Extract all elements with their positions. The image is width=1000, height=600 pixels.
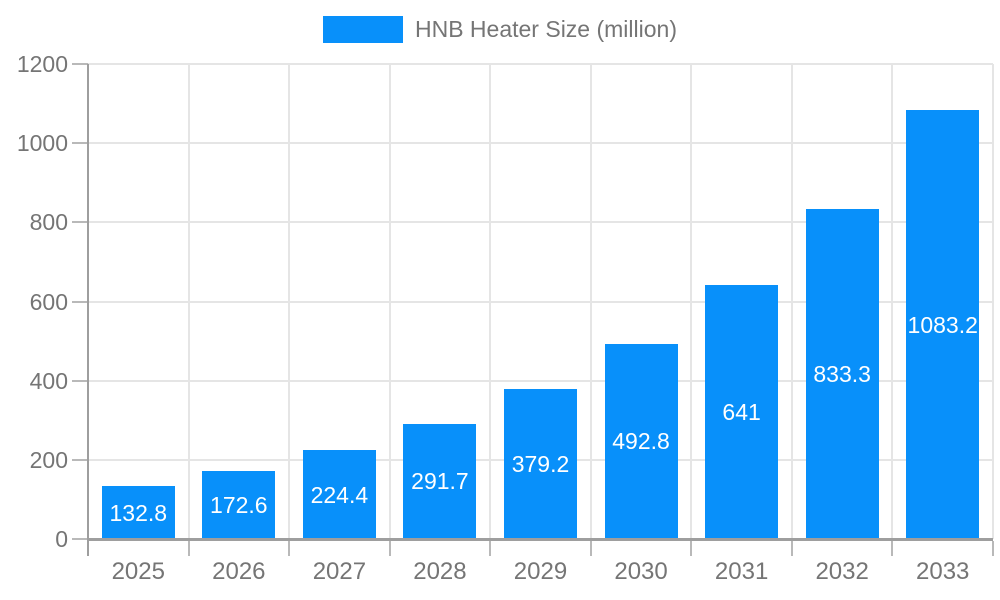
- x-axis-label: 2027: [312, 558, 367, 585]
- y-axis-tick: [72, 63, 88, 65]
- x-axis-label: 2033: [916, 558, 970, 585]
- y-axis-label: 0: [55, 526, 68, 552]
- y-axis-tick: [72, 379, 88, 382]
- x-axis-label: 2029: [513, 558, 568, 585]
- bar: [805, 209, 879, 539]
- bar: [202, 470, 276, 539]
- bar: [504, 388, 577, 539]
- x-axis-tick: [288, 541, 291, 556]
- bar: [705, 285, 779, 539]
- bar-value-label: 833.3: [813, 361, 871, 388]
- y-axis-tick: [72, 221, 88, 224]
- x-axis-tick: [388, 541, 391, 556]
- y-axis-label: 1200: [16, 51, 68, 77]
- gridline-h: [88, 221, 993, 224]
- bar-value-label: 172.6: [210, 491, 268, 518]
- x-axis-line: [87, 538, 993, 541]
- x-axis-tick: [589, 541, 592, 556]
- gridline-v: [992, 64, 994, 539]
- x-axis-label: 2025: [111, 558, 165, 585]
- x-axis-tick: [187, 541, 190, 556]
- bar-value-label: 379.2: [511, 450, 570, 477]
- x-axis-tick: [489, 541, 492, 556]
- bar: [906, 110, 980, 539]
- x-axis-label: 2030: [614, 558, 668, 585]
- y-axis-label: 600: [29, 288, 68, 315]
- x-axis-tick: [992, 541, 994, 556]
- legend: HNB Heater Size (million): [0, 16, 1000, 43]
- gridline-v: [388, 64, 391, 539]
- gridline-h: [88, 300, 993, 303]
- bar-value-label: 1083.2: [907, 311, 978, 338]
- y-axis-line: [87, 64, 89, 556]
- bar: [403, 423, 477, 539]
- gridline-v: [790, 64, 793, 539]
- legend-swatch: [322, 16, 403, 43]
- bar-value-label: 224.4: [310, 481, 369, 508]
- x-axis-tick: [891, 541, 894, 556]
- bar-value-label: 492.8: [612, 428, 670, 455]
- bar-value-label: 641: [722, 399, 761, 426]
- bar-value-label: 132.8: [109, 499, 168, 526]
- y-axis-label: 200: [29, 446, 68, 473]
- x-axis-label: 2026: [212, 558, 266, 585]
- y-axis-tick: [72, 458, 88, 461]
- bar: [302, 450, 376, 539]
- y-axis-label: 800: [29, 209, 68, 236]
- gridline-v: [690, 64, 693, 539]
- bar-value-label: 291.7: [411, 468, 469, 495]
- gridline-v: [288, 64, 291, 539]
- gridline-v: [489, 64, 492, 539]
- x-axis-tick: [690, 541, 693, 556]
- gridline-h: [88, 379, 993, 382]
- gridline-v: [589, 64, 592, 539]
- y-axis-tick: [72, 300, 88, 303]
- y-axis-label: 1000: [16, 130, 68, 157]
- gridline-h: [88, 63, 993, 65]
- x-axis-label: 2028: [413, 558, 467, 585]
- gridline-h: [88, 142, 993, 145]
- bar: [101, 486, 175, 539]
- y-axis-tick: [72, 142, 88, 145]
- x-axis-label: 2031: [714, 558, 769, 585]
- bar: [604, 343, 678, 539]
- x-axis-tick: [790, 541, 793, 556]
- gridline-v: [187, 64, 190, 539]
- y-axis-tick: [72, 538, 88, 540]
- gridline-v: [891, 64, 894, 539]
- x-axis-label: 2032: [815, 558, 869, 585]
- y-axis-label: 400: [29, 367, 68, 394]
- legend-label: HNB Heater Size (million): [414, 16, 677, 42]
